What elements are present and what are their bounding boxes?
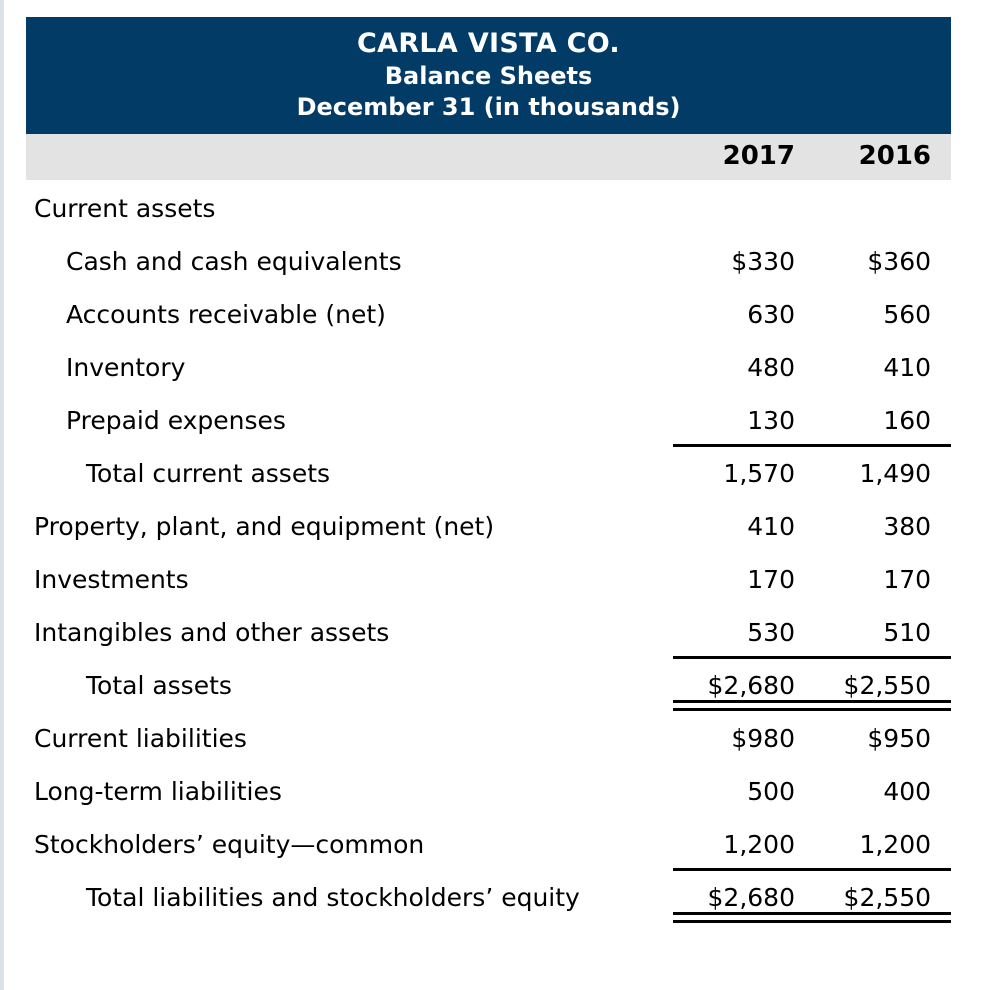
row-value-2016: $950 (867, 724, 932, 754)
row-label: Investments (34, 565, 189, 595)
row-label: Total liabilities and stockholders’ equi… (86, 883, 580, 913)
row-value-2016: $2,550 (815, 659, 951, 712)
column-header-row: 2017 2016 (26, 134, 952, 181)
table-row: Stockholders’ equity—common 1,200 1,200 (26, 818, 951, 871)
row-label: Stockholders’ equity—common (34, 830, 425, 860)
balance-sheet-body: CARLA VISTA CO. Balance Sheets December … (26, 17, 952, 924)
row-value-2017: $980 (731, 724, 795, 754)
company-name: CARLA VISTA CO. (357, 28, 620, 59)
row-label: Long-term liabilities (34, 777, 282, 807)
column-header-2017: 2017 (673, 134, 815, 181)
row-value-2017: $2,680 (673, 659, 815, 712)
column-header-label-cell (26, 134, 673, 181)
statement-period: December 31 (in thousands) (296, 93, 681, 122)
row-value-2016: 400 (883, 777, 932, 807)
row-value-2016: $360 (867, 247, 932, 277)
row-value-2017: 630 (747, 300, 795, 330)
row-value-2016: 160 (815, 394, 951, 447)
row-label: Total assets (86, 671, 232, 701)
table-row: Total current assets 1,570 1,490 (26, 447, 951, 500)
table-row: Investments 170 170 (26, 553, 951, 606)
table-row: Intangibles and other assets 530 510 (26, 606, 951, 659)
table-row: Accounts receivable (net) 630 560 (26, 288, 951, 341)
statement-title-banner: CARLA VISTA CO. Balance Sheets December … (26, 17, 952, 135)
row-value-2017: $2,680 (673, 871, 815, 924)
balance-sheet-table: CARLA VISTA CO. Balance Sheets December … (26, 17, 952, 924)
row-value-2017: 130 (673, 394, 815, 447)
row-value-2017: 530 (673, 606, 815, 659)
row-value-2016: 170 (883, 565, 932, 595)
table-row: Total assets $2,680 $2,550 (26, 659, 951, 712)
row-value-2016: 1,200 (815, 818, 951, 871)
row-value-2016 (815, 182, 951, 235)
row-value-2017: $330 (731, 247, 795, 277)
row-value-2017: 1,570 (723, 459, 795, 489)
row-value-2016: 380 (883, 512, 932, 542)
row-label: Prepaid expenses (66, 406, 286, 436)
row-label: Accounts receivable (net) (66, 300, 386, 330)
table-row: Total liabilities and stockholders’ equi… (26, 871, 951, 924)
table-row: Inventory 480 410 (26, 341, 951, 394)
row-value-2016: 510 (815, 606, 951, 659)
row-label: Inventory (66, 353, 186, 383)
row-value-2016: 410 (883, 353, 932, 383)
row-label: Intangibles and other assets (34, 618, 390, 648)
row-label: Cash and cash equivalents (66, 247, 402, 277)
table-row: Prepaid expenses 130 160 (26, 394, 951, 447)
row-value-2017 (673, 182, 815, 235)
row-value-2017: 170 (747, 565, 795, 595)
row-value-2017: 480 (747, 353, 795, 383)
row-label: Current liabilities (34, 724, 247, 754)
row-value-2016: $2,550 (815, 871, 951, 924)
row-value-2017: 500 (747, 777, 795, 807)
statement-name: Balance Sheets (384, 62, 593, 91)
table-row: Cash and cash equivalents $330 $360 (26, 235, 951, 288)
table-row: Current liabilities $980 $950 (26, 712, 951, 765)
row-label: Property, plant, and equipment (net) (34, 512, 495, 542)
row-label: Total current assets (86, 459, 331, 489)
table-row: Property, plant, and equipment (net) 410 3… (26, 500, 951, 553)
row-label: Current assets (34, 194, 216, 224)
row-value-2016: 560 (883, 300, 932, 330)
row-value-2016: 1,490 (859, 459, 932, 489)
statement-title-cell: CARLA VISTA CO. Balance Sheets December … (26, 17, 952, 135)
column-header-2016: 2016 (815, 134, 952, 181)
row-value-2017: 410 (747, 512, 795, 542)
table-row: Long-term liabilities 500 400 (26, 765, 951, 818)
row-value-2017: 1,200 (673, 818, 815, 871)
table-row: Current assets (26, 182, 951, 235)
